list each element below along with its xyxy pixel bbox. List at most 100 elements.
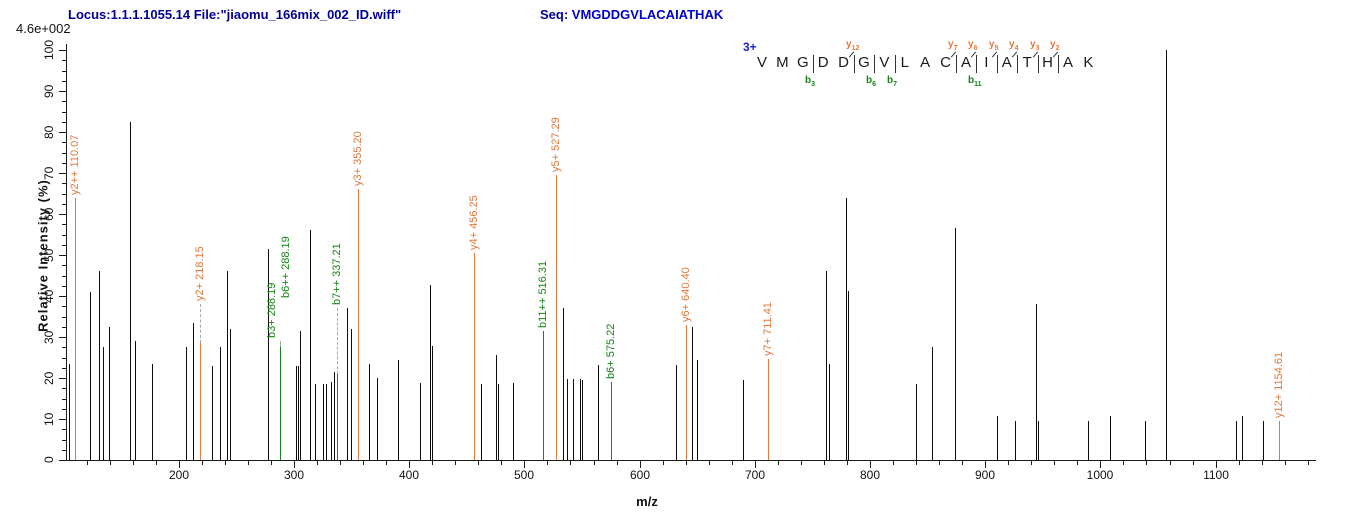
peak bbox=[481, 384, 482, 460]
y-minor-tick bbox=[62, 204, 66, 205]
peak bbox=[829, 364, 830, 460]
x-tick-label: 600 bbox=[629, 468, 651, 482]
fragment-divider bbox=[956, 55, 957, 73]
fragment-divider bbox=[1017, 55, 1018, 73]
max-intensity-scale: 4.6e+002 bbox=[16, 21, 71, 36]
label-leader-line bbox=[280, 341, 281, 347]
y-fragment-label: y4 bbox=[1009, 39, 1019, 52]
y-major-tick bbox=[59, 214, 66, 215]
locus-file-text: Locus:1.1.1.1055.14 File:"jiaomu_166mix_… bbox=[68, 7, 402, 22]
peak bbox=[580, 379, 581, 460]
precursor-charge: 3+ bbox=[743, 40, 757, 54]
y-minor-tick bbox=[62, 388, 66, 389]
peak bbox=[848, 291, 849, 460]
x-axis-title: m/z bbox=[636, 494, 658, 509]
y-minor-tick bbox=[62, 112, 66, 113]
y-minor-tick bbox=[62, 81, 66, 82]
residue-letter: A bbox=[920, 54, 931, 71]
x-major-tick bbox=[1216, 461, 1217, 468]
x-minor-tick bbox=[1031, 461, 1032, 465]
peak bbox=[1110, 416, 1111, 460]
peak bbox=[697, 360, 698, 460]
residue-letter: D bbox=[817, 54, 829, 71]
peak bbox=[227, 271, 228, 460]
residue-letter: M bbox=[776, 54, 789, 71]
peak bbox=[826, 271, 827, 460]
residue-letter: T bbox=[1022, 54, 1032, 71]
x-minor-tick bbox=[271, 461, 272, 465]
residue-letter: C bbox=[940, 54, 952, 71]
y-major-tick bbox=[59, 255, 66, 256]
x-minor-tick bbox=[1123, 461, 1124, 465]
peak bbox=[1088, 421, 1089, 460]
b-ion-label: b3+ 288.19 bbox=[266, 282, 278, 338]
residue-letter: G bbox=[796, 54, 809, 71]
x-minor-tick bbox=[1262, 461, 1263, 465]
peak bbox=[186, 347, 187, 460]
y-minor-tick bbox=[62, 265, 66, 266]
peak bbox=[377, 378, 378, 460]
b-ion-peak bbox=[543, 331, 544, 460]
y-fragment-label: y3 bbox=[1030, 39, 1040, 52]
y-minor-tick bbox=[62, 306, 66, 307]
residue-letter: A bbox=[1062, 54, 1073, 71]
x-minor-tick bbox=[1008, 461, 1009, 465]
peak bbox=[598, 365, 599, 460]
x-tick-label: 300 bbox=[283, 468, 305, 482]
y-major-tick bbox=[59, 296, 66, 297]
b-ion-peak bbox=[611, 382, 612, 460]
peak bbox=[331, 382, 332, 460]
sequence-text: VMGDDGVLACAIATHAK bbox=[571, 7, 724, 22]
peak bbox=[323, 384, 324, 460]
y-major-tick bbox=[59, 91, 66, 92]
x-tick-label: 800 bbox=[859, 468, 881, 482]
peak bbox=[563, 308, 564, 460]
x-minor-tick bbox=[778, 461, 779, 465]
peak bbox=[300, 331, 301, 460]
x-major-tick bbox=[1100, 461, 1101, 468]
seq-label: Seq: bbox=[540, 7, 572, 22]
y-major-tick bbox=[59, 50, 66, 51]
peak bbox=[398, 360, 399, 460]
x-minor-tick bbox=[824, 461, 825, 465]
peak bbox=[432, 346, 433, 460]
y-fragment-label: y5 bbox=[989, 39, 999, 52]
x-minor-tick bbox=[1285, 461, 1286, 465]
peak bbox=[268, 249, 269, 460]
b-fragment-label: b6 bbox=[866, 75, 877, 88]
y-ion-label: y6+ 640.40 bbox=[680, 267, 692, 322]
y-ion-peak bbox=[474, 253, 475, 460]
peak bbox=[298, 366, 299, 460]
x-minor-tick bbox=[732, 461, 733, 465]
y-minor-tick bbox=[62, 101, 66, 102]
y-minor-tick bbox=[62, 286, 66, 287]
peak bbox=[676, 365, 677, 460]
y-minor-tick bbox=[62, 276, 66, 277]
x-minor-tick bbox=[363, 461, 364, 465]
x-major-tick bbox=[524, 461, 525, 468]
b-ion-label: b11++ 516.31 bbox=[537, 260, 549, 328]
residue-letter: D bbox=[838, 54, 850, 71]
y-major-tick bbox=[59, 337, 66, 338]
peak bbox=[955, 228, 956, 460]
peak bbox=[90, 292, 91, 460]
y-minor-tick bbox=[62, 224, 66, 225]
x-minor-tick bbox=[87, 461, 88, 465]
peak bbox=[69, 364, 70, 460]
x-minor-tick bbox=[1170, 461, 1171, 465]
peak bbox=[212, 366, 213, 460]
y-minor-tick bbox=[62, 163, 66, 164]
x-minor-tick bbox=[939, 461, 940, 465]
fragment-divider bbox=[813, 55, 814, 73]
peak bbox=[99, 271, 100, 460]
y-minor-tick bbox=[62, 235, 66, 236]
peak bbox=[582, 380, 583, 460]
peak bbox=[567, 379, 568, 460]
y-minor-tick bbox=[62, 429, 66, 430]
residue-letter: G bbox=[858, 54, 870, 71]
x-major-tick bbox=[985, 461, 986, 468]
b-fragment-label: b3 bbox=[805, 75, 816, 88]
peak bbox=[1263, 421, 1264, 460]
